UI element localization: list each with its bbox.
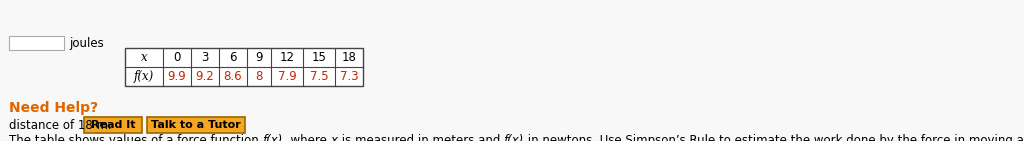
Text: 7.5: 7.5 (309, 70, 329, 83)
Text: 9.2: 9.2 (196, 70, 214, 83)
Text: 18: 18 (342, 51, 356, 64)
Text: 9.9: 9.9 (168, 70, 186, 83)
Text: is measured in meters and: is measured in meters and (338, 134, 504, 141)
Text: Need Help?: Need Help? (9, 101, 98, 115)
Text: distance of 18 m.: distance of 18 m. (9, 119, 112, 132)
Text: 8.6: 8.6 (223, 70, 243, 83)
Text: 15: 15 (311, 51, 327, 64)
Text: 7.3: 7.3 (340, 70, 358, 83)
Text: 3: 3 (202, 51, 209, 64)
Text: The table shows values of a force function: The table shows values of a force functi… (9, 134, 262, 141)
Text: f(x): f(x) (262, 134, 283, 141)
Text: f(x): f(x) (504, 134, 524, 141)
FancyBboxPatch shape (84, 117, 142, 133)
Text: 0: 0 (173, 51, 180, 64)
Text: joules: joules (69, 37, 103, 49)
Text: 6: 6 (229, 51, 237, 64)
FancyBboxPatch shape (147, 117, 245, 133)
Text: , where: , where (283, 134, 331, 141)
Text: Talk to a Tutor: Talk to a Tutor (152, 120, 241, 130)
Text: x: x (331, 134, 338, 141)
Text: f(x): f(x) (134, 70, 155, 83)
Text: 9: 9 (255, 51, 263, 64)
Text: in newtons. Use Simpson’s Rule to estimate the work done by the force in moving : in newtons. Use Simpson’s Rule to estima… (524, 134, 1024, 141)
Text: Read It: Read It (91, 120, 135, 130)
Text: 7.9: 7.9 (278, 70, 296, 83)
FancyBboxPatch shape (9, 36, 63, 50)
Text: x: x (140, 51, 147, 64)
Bar (125, 48, 362, 86)
Text: 12: 12 (280, 51, 295, 64)
Text: 8: 8 (255, 70, 263, 83)
